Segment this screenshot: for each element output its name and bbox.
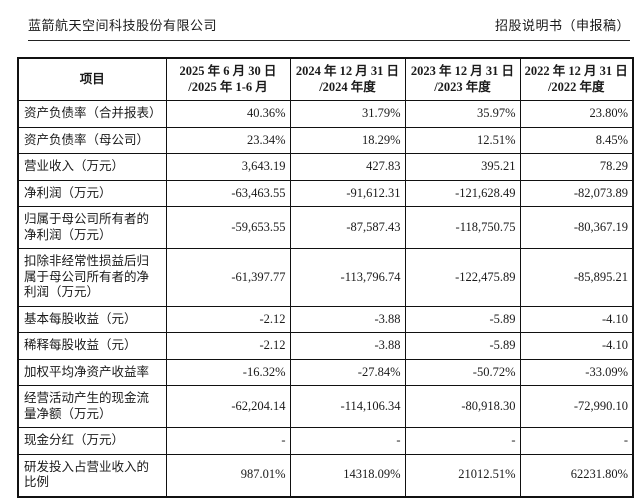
cell-value: -16.32% <box>165 358 291 386</box>
cell-value: -82,073.89 <box>519 179 634 207</box>
cell-value: 987.01% <box>165 453 291 497</box>
cell-value: 395.21 <box>404 153 521 181</box>
company-name: 蓝箭航天空间科技股份有限公司 <box>28 18 218 33</box>
table-row: 资产负债率（母公司） 23.34% 18.29% 12.51% 8.45% <box>17 126 634 154</box>
cell-value: -91,612.31 <box>289 179 406 207</box>
table-row: 扣除非经常性损益后归 属于母公司所有者的净 利润（万元） -61,397.77 -1… <box>17 248 634 307</box>
doc-title: 招股说明书（申报稿） <box>494 18 630 33</box>
cell-value: -50.72% <box>404 358 521 386</box>
cell-value: -122,475.89 <box>404 248 521 307</box>
cell-value: -5.89 <box>404 332 521 360</box>
row-label: 扣除非经常性损益后归 属于母公司所有者的净 利润（万元） <box>17 248 167 307</box>
prospectus-page: { "page_header": { "company": "蓝箭航天空间科技股… <box>17 15 634 498</box>
cell-value: -87,587.43 <box>289 206 406 249</box>
row-label: 营业收入（万元） <box>17 153 167 181</box>
cell-value: -113,796.74 <box>289 248 406 307</box>
table-row: 研发投入占营业收入的 比例 987.01% 14318.09% 21012.51% 62… <box>17 453 634 497</box>
table-row: 经营活动产生的现金流 量净额（万元） -62,204.14 -114,106.34-… <box>17 385 634 428</box>
cell-value: -2.12 <box>165 305 291 333</box>
cell-value: -72,990.10 <box>519 385 634 428</box>
table-row: 资产负债率（合并报表） 40.36% 31.79% 35.97% 23.80% <box>17 100 634 128</box>
period-column-header: 2025 年 6 月 30 日 /2025 年 1-6 月 <box>165 57 291 101</box>
cell-value: 18.29% <box>289 126 406 154</box>
period-column-header: 2023 年 12 月 31 日 /2023 年度 <box>404 57 521 101</box>
row-label: 研发投入占营业收入的 比例 <box>17 453 167 497</box>
row-label: 加权平均净资产收益率 <box>17 358 167 386</box>
row-label: 归属于母公司所有者的 净利润（万元） <box>17 206 167 249</box>
row-label: 稀释每股收益（元） <box>17 332 167 360</box>
row-label: 经营活动产生的现金流 量净额（万元） <box>17 385 167 428</box>
cell-value: -62,204.14 <box>165 385 291 428</box>
cell-value: -33.09% <box>519 358 634 386</box>
cell-value: -4.10 <box>519 305 634 333</box>
table-header-row: 项目 2025 年 6 月 30 日 /2025 年 1-6 月 2024 年 12… <box>17 57 634 101</box>
cell-value: -80,918.30 <box>404 385 521 428</box>
cell-value: 23.80% <box>519 100 634 128</box>
cell-value: 23.34% <box>165 126 291 154</box>
document-header: 蓝箭航天空间科技股份有限公司 招股说明书（申报稿） <box>28 15 630 41</box>
cell-value: -121,628.49 <box>404 179 521 207</box>
table-body: 资产负债率（合并报表） 40.36% 31.79% 35.97% 23.80% 资产负债率… <box>17 100 634 497</box>
row-label: 资产负债率（合并报表） <box>17 100 167 128</box>
cell-value: - <box>519 427 634 455</box>
row-label: 基本每股收益（元） <box>17 305 167 333</box>
cell-value: -118,750.75 <box>404 206 521 249</box>
cell-value: 40.36% <box>165 100 291 128</box>
table-row: 归属于母公司所有者的 净利润（万元） -59,653.55 -87,587.43 -1… <box>17 206 634 249</box>
cell-value: -27.84% <box>289 358 406 386</box>
cell-value: -80,367.19 <box>519 206 634 249</box>
cell-value: -4.10 <box>519 332 634 360</box>
cell-value: 62231.80% <box>519 453 634 497</box>
cell-value: -63,463.55 <box>165 179 291 207</box>
cell-value: - <box>165 427 291 455</box>
cell-value: 31.79% <box>289 100 406 128</box>
cell-value: -3.88 <box>289 332 406 360</box>
row-label: 净利润（万元） <box>17 179 167 207</box>
cell-value: 21012.51% <box>404 453 521 497</box>
table-row: 加权平均净资产收益率 -16.32% -27.84% -50.72% -33.09% <box>17 358 634 386</box>
financial-summary-table: 项目 2025 年 6 月 30 日 /2025 年 1-6 月 2024 年 12… <box>17 57 634 498</box>
period-column-header: 2024 年 12 月 31 日 /2024 年度 <box>289 57 406 101</box>
table-row: 现金分红（万元） - - - - <box>17 427 634 455</box>
cell-value: -59,653.55 <box>165 206 291 249</box>
cell-value: -3.88 <box>289 305 406 333</box>
table-row: 营业收入（万元） 3,643.19 427.83 395.21 78.29 <box>17 153 634 181</box>
table-row: 稀释每股收益（元） -2.12 -3.88 -5.89 -4.10 <box>17 332 634 360</box>
row-label: 资产负债率（母公司） <box>17 126 167 154</box>
table-row: 净利润（万元） -63,463.55 -91,612.31 -121,628.49 -8… <box>17 179 634 207</box>
period-column-header: 2022 年 12 月 31 日 /2022 年度 <box>519 57 634 101</box>
row-label: 现金分红（万元） <box>17 427 167 455</box>
cell-value: -5.89 <box>404 305 521 333</box>
cell-value: 14318.09% <box>289 453 406 497</box>
cell-value: - <box>289 427 406 455</box>
cell-value: 35.97% <box>404 100 521 128</box>
cell-value: 3,643.19 <box>165 153 291 181</box>
table-row: 基本每股收益（元） -2.12 -3.88 -5.89 -4.10 <box>17 305 634 333</box>
cell-value: -114,106.34 <box>289 385 406 428</box>
item-column-header: 项目 <box>17 57 167 101</box>
cell-value: 78.29 <box>519 153 634 181</box>
cell-value: - <box>404 427 521 455</box>
cell-value: 12.51% <box>404 126 521 154</box>
cell-value: -2.12 <box>165 332 291 360</box>
cell-value: -61,397.77 <box>165 248 291 307</box>
cell-value: 8.45% <box>519 126 634 154</box>
cell-value: -85,895.21 <box>519 248 634 307</box>
cell-value: 427.83 <box>289 153 406 181</box>
